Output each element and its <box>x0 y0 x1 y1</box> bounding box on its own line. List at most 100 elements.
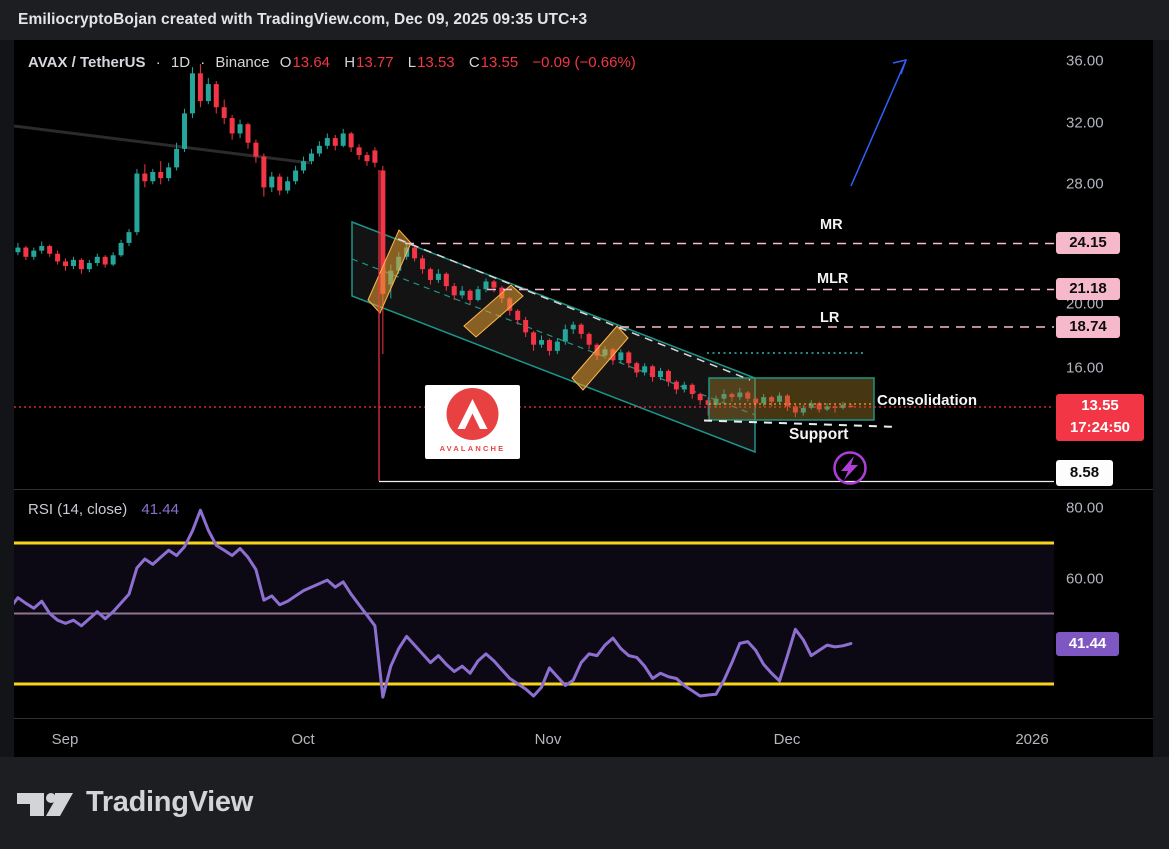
flag-zone-3 <box>571 325 629 391</box>
low-value: 13.53 <box>417 54 455 71</box>
symbol-name[interactable]: AVAX / TetherUS <box>28 54 146 71</box>
candle-body <box>642 366 648 373</box>
candle-body <box>681 384 687 390</box>
chart-panel[interactable] <box>14 40 1153 757</box>
candle-body <box>332 138 338 146</box>
change-value: −0.09 (−0.66%) <box>532 54 636 71</box>
candle-body <box>142 173 148 182</box>
candle-body <box>586 333 592 345</box>
close-value: 13.55 <box>480 54 519 71</box>
price-tick-label: 60.00 <box>1066 570 1104 588</box>
rsi-value-badge: 41.44 <box>1056 632 1119 656</box>
candle-body <box>308 153 314 162</box>
candle-body <box>55 253 61 262</box>
candle-body <box>531 332 537 345</box>
candle-body <box>721 394 727 399</box>
candle-body <box>94 256 100 263</box>
dark-trendline <box>14 124 311 165</box>
candle-body <box>412 247 418 259</box>
time-tick-label: Oct <box>291 731 315 748</box>
candle-body <box>372 150 378 163</box>
candle-body <box>784 395 790 407</box>
support-dashed-line <box>703 419 899 428</box>
candle-body <box>562 329 568 342</box>
candle-body <box>63 261 69 267</box>
candle-body <box>729 394 735 398</box>
regression-channel <box>351 220 756 454</box>
candle-body <box>364 155 370 162</box>
pane-separator[interactable] <box>14 489 1153 490</box>
tradingview-logo-icon[interactable] <box>15 789 77 819</box>
candle-body <box>546 340 552 351</box>
candle-body <box>427 269 433 280</box>
low-label: L <box>407 54 417 71</box>
candle-body <box>324 138 330 146</box>
candle-body <box>491 281 497 288</box>
lr-price-badge: 18.74 <box>1056 316 1120 338</box>
candle-body <box>705 400 711 405</box>
mlr-price-badge: 21.18 <box>1056 278 1120 300</box>
blue-arrow-shaft <box>850 59 907 187</box>
support-label: Support <box>789 426 849 443</box>
candle-body <box>197 73 203 102</box>
candle-body <box>761 397 767 404</box>
price-tick-label: 36.00 <box>1066 52 1104 70</box>
lightning-bolt <box>841 456 858 480</box>
candle-body <box>816 403 822 410</box>
symbol-legend[interactable]: AVAX / TetherUS · 1D · Binance O13.64 H1… <box>28 54 642 71</box>
candle-body <box>213 84 219 108</box>
candle-body <box>523 320 529 333</box>
avalanche-wordmark: AVALANCHE <box>439 444 506 453</box>
candle-body <box>420 258 426 270</box>
legend-separator: · <box>155 54 161 71</box>
candle-body <box>792 406 798 413</box>
lr-label: LR <box>820 310 840 326</box>
candle-body <box>166 167 172 179</box>
candle-body <box>769 397 775 402</box>
candle-body <box>15 247 21 253</box>
time-axis-separator[interactable] <box>14 718 1153 719</box>
candle-body <box>570 324 576 330</box>
avalanche-icon <box>446 388 499 440</box>
open-value: 13.64 <box>292 54 331 71</box>
tradingview-wordmark[interactable]: TradingView <box>86 786 253 818</box>
blue-arrow-head <box>892 58 908 75</box>
candle-body <box>277 176 283 191</box>
candle-body <box>102 256 108 265</box>
candle-body <box>118 242 124 256</box>
time-tick-label: 2026 <box>1015 731 1049 748</box>
candle-body <box>110 255 116 265</box>
candle-body <box>467 290 473 300</box>
interval-label[interactable]: 1D <box>170 54 191 71</box>
rsi-indicator-legend[interactable]: RSI (14, close) 41.44 <box>28 501 179 518</box>
candle-body <box>578 324 584 334</box>
rsi-name[interactable]: RSI (14, close) <box>28 501 128 518</box>
price-tick-label: 32.00 <box>1066 114 1104 132</box>
candle-body <box>237 124 243 134</box>
candle-body <box>650 366 656 378</box>
rsi-value: 41.44 <box>141 501 179 518</box>
candle-body <box>31 250 37 257</box>
candle-body <box>713 398 719 405</box>
candle-body <box>182 113 188 149</box>
candle-body <box>737 392 743 398</box>
high-value: 13.77 <box>356 54 394 71</box>
candle-body <box>86 262 92 270</box>
attribution-bar: EmiliocryptoBojan created with TradingVi… <box>0 0 1169 40</box>
price-tick-label: 28.00 <box>1066 175 1104 193</box>
open-label: O <box>279 54 292 71</box>
candle-body <box>451 286 457 296</box>
candle-body <box>205 84 211 102</box>
close-label: C <box>468 54 480 71</box>
candle-body <box>78 259 84 270</box>
candle-body <box>554 341 560 351</box>
candle-body <box>47 246 53 254</box>
candle-body <box>483 281 489 290</box>
candle-body <box>158 172 164 179</box>
candle-body <box>126 232 132 243</box>
candle-body <box>808 403 814 408</box>
candle-body <box>745 392 751 399</box>
candle-body <box>443 273 449 287</box>
